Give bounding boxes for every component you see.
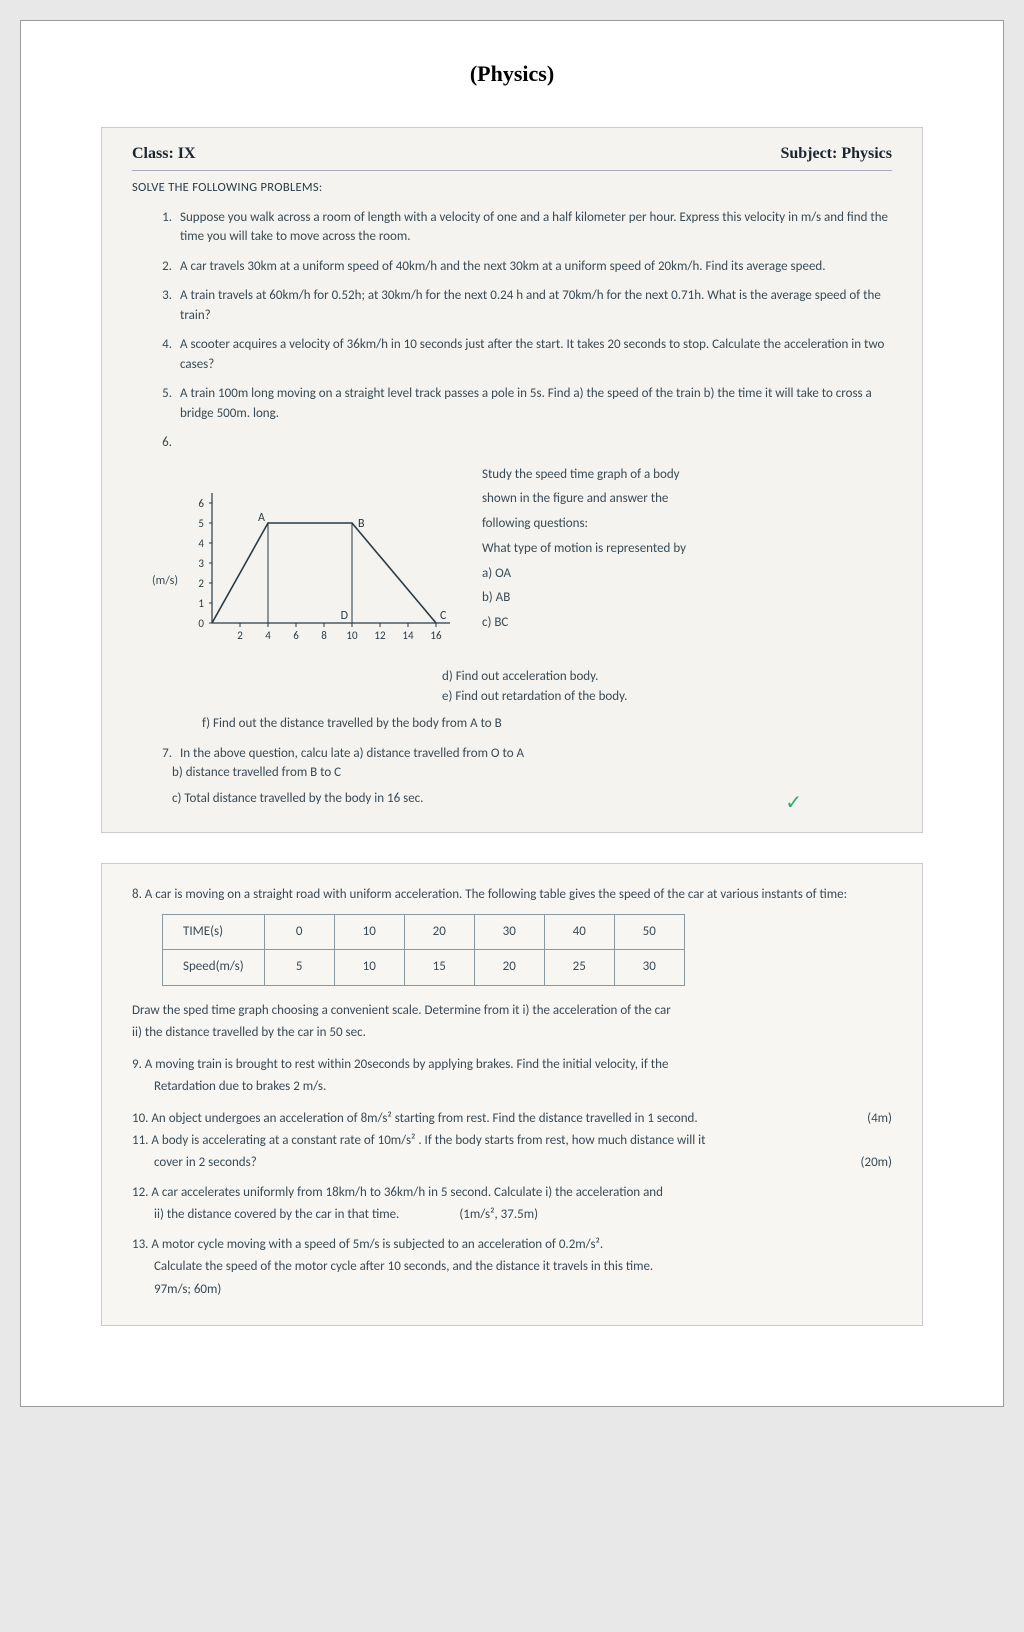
gq-de-row: d) Find out acceleration body.: [442, 667, 892, 687]
signature-mark: ✓: [785, 788, 802, 818]
svg-text:B: B: [358, 517, 365, 531]
q13-l2: Calculate the speed of the motor cycle a…: [154, 1256, 892, 1278]
svg-text:C: C: [440, 609, 447, 623]
gq-intro2: shown in the figure and answer the: [482, 487, 892, 512]
header-row: Class: IX Subject: Physics: [132, 142, 892, 171]
gq-d: d) Find out acceleration body.: [442, 667, 602, 687]
gq-f: f) Find out the distance travelled by th…: [202, 714, 892, 734]
q12-l2row: ii) the distance covered by the car in t…: [132, 1204, 892, 1226]
graph-region: (m/s) 1234560246810121416ABCD Study the …: [152, 463, 892, 660]
question-1: 1.Suppose you walk across a room of leng…: [150, 208, 892, 247]
svg-text:D: D: [341, 609, 348, 623]
q9-l1: 9. A moving train is brought to rest wit…: [132, 1054, 892, 1076]
gq-e: e) Find out retardation of the body.: [442, 687, 892, 707]
table-row-head: TIME(s) 0 10 20 30 40 50: [163, 915, 685, 950]
instruction: SOLVE THE FOLLOWING PROBLEMS:: [132, 179, 892, 198]
q13-l3: 97m/s; 60m): [154, 1279, 892, 1301]
svg-text:14: 14: [402, 629, 414, 642]
speed-table: TIME(s) 0 10 20 30 40 50 Speed(m/s) 5 10…: [162, 914, 685, 985]
gq-a: a) OA: [482, 562, 892, 587]
class-label: Class: IX: [132, 142, 196, 166]
question-3: 3.A train travels at 60km/h for 0.52h; a…: [150, 286, 892, 325]
svg-text:3: 3: [198, 557, 204, 570]
svg-text:8: 8: [321, 629, 327, 642]
svg-text:0: 0: [198, 617, 204, 630]
q7-b: b) distance travelled from B to C: [172, 763, 892, 783]
gq-intro3: following questions:: [482, 512, 892, 537]
worksheet-top: Class: IX Subject: Physics SOLVE THE FOL…: [101, 127, 923, 833]
svg-text:5: 5: [198, 517, 204, 530]
svg-text:2: 2: [237, 629, 243, 642]
question-6: 6.: [150, 433, 892, 453]
q11-l2row: cover in 2 seconds? (20m): [132, 1152, 892, 1174]
q8-after1: Draw the sped time graph choosing a conv…: [132, 1000, 892, 1022]
page-title: (Physics): [51, 61, 973, 87]
q11-l1: 11. A body is accelerating at a constant…: [132, 1130, 892, 1152]
question-5: 5.A train 100m long moving on a straight…: [150, 384, 892, 423]
question-list: 1.Suppose you walk across a room of leng…: [132, 208, 892, 453]
page: (Physics) Class: IX Subject: Physics SOL…: [20, 20, 1004, 1407]
svg-text:12: 12: [374, 629, 386, 642]
svg-text:A: A: [258, 511, 265, 525]
gq-q: What type of motion is represented by: [482, 537, 892, 562]
graph-questions: Study the speed time graph of a body sho…: [472, 463, 892, 660]
q10-marks: (4m): [867, 1108, 892, 1130]
gq-b: b) AB: [482, 586, 892, 611]
q10: 10. An object undergoes an acceleration …: [132, 1108, 892, 1130]
q9-l2: Retardation due to brakes 2 m/s.: [154, 1076, 892, 1098]
gq-intro1: Study the speed time graph of a body: [482, 463, 892, 488]
y-axis-label: (m/s): [152, 532, 178, 590]
svg-text:1: 1: [198, 597, 204, 610]
q12-l1: 12. A car accelerates uniformly from 18k…: [132, 1182, 892, 1204]
svg-text:16: 16: [430, 629, 442, 642]
question-7: 7. In the above question, calcu late a) …: [132, 744, 892, 764]
graph: 1234560246810121416ABCD: [182, 463, 472, 660]
speed-time-graph: 1234560246810121416ABCD: [182, 463, 472, 653]
question-4: 4.A scooter acquires a velocity of 36km/…: [150, 335, 892, 374]
gq-c: c) BC: [482, 611, 892, 636]
q8-intro: 8. A car is moving on a straight road wi…: [132, 884, 892, 906]
q11-marks: (20m): [861, 1152, 892, 1174]
svg-text:2: 2: [198, 577, 204, 590]
svg-text:10: 10: [346, 629, 358, 642]
q13-l1: 13. A motor cycle moving with a speed of…: [132, 1234, 892, 1256]
subject-label: Subject: Physics: [780, 142, 892, 166]
svg-text:6: 6: [198, 497, 204, 510]
svg-text:4: 4: [198, 537, 204, 550]
table-row-data: Speed(m/s) 5 10 15 20 25 30: [163, 950, 685, 985]
svg-text:6: 6: [293, 629, 299, 642]
q12-ans: (1m/s², 37.5m): [459, 1204, 538, 1226]
svg-text:4: 4: [265, 629, 271, 642]
q7-c: c) Total distance travelled by the body …: [172, 789, 892, 809]
question-2: 2.A car travels 30km at a uniform speed …: [150, 257, 892, 277]
q8-after2: ii) the distance travelled by the car in…: [132, 1022, 892, 1044]
worksheet-bottom: 8. A car is moving on a straight road wi…: [101, 863, 923, 1325]
